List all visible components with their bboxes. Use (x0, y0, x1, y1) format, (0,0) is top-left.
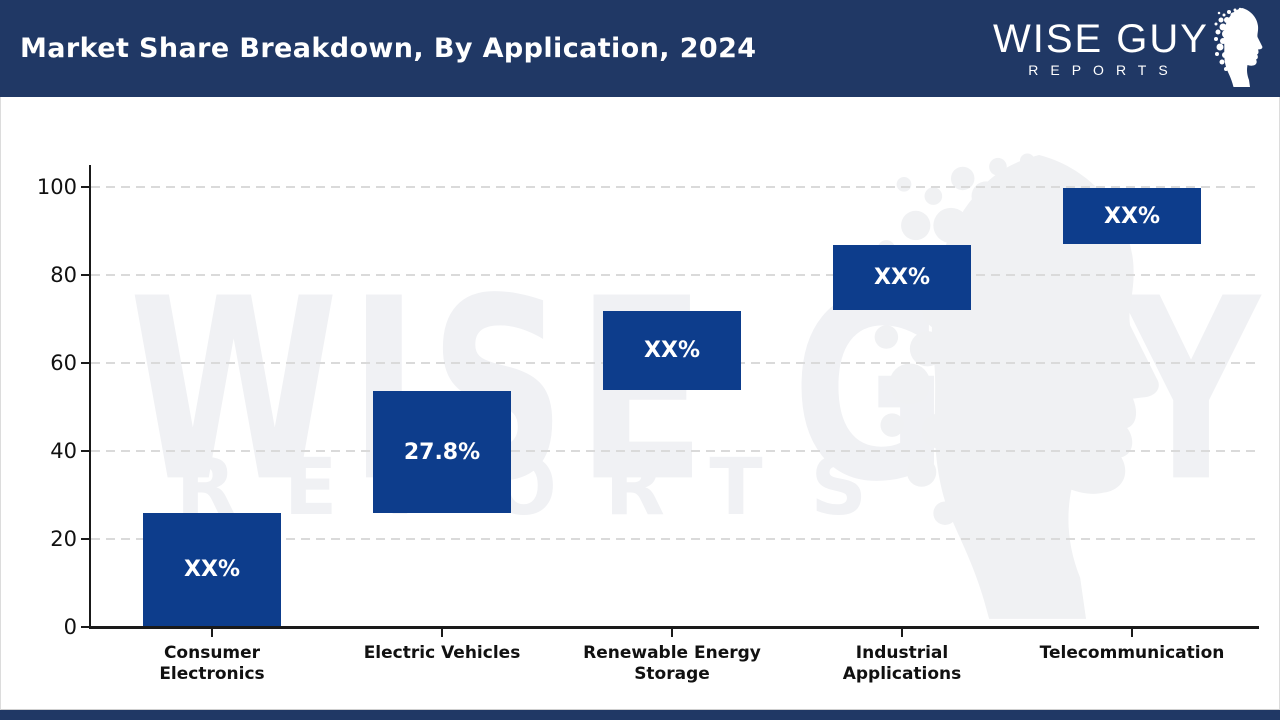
x-category-label: Consumer Electronics (159, 643, 265, 684)
bar-renewable-energy-storage: XX% (603, 311, 741, 390)
gridline-40 (91, 450, 1259, 452)
y-tick-mark (81, 625, 91, 629)
bar-value-label: XX% (644, 337, 700, 363)
x-tick-mark (670, 628, 674, 637)
bar-value-label: 27.8% (403, 439, 481, 465)
chart-area: WISE GUY REPORTS 0 20 40 60 80 100 XX% 27.8% XX%… (0, 97, 1280, 710)
y-tick-mark (81, 361, 91, 365)
x-tick-mark (440, 628, 444, 637)
x-category-label: Industrial Applications (842, 643, 962, 684)
brand-name: WISE GUY (992, 17, 1209, 61)
x-category-label: Renewable Energy Storage (583, 643, 761, 684)
header-bar: Market Share Breakdown, By Application, … (0, 0, 1280, 97)
y-tick-label: 100 (36, 175, 77, 199)
bar-value-label: XX% (1104, 203, 1160, 229)
page-title: Market Share Breakdown, By Application, … (20, 33, 757, 64)
brand-face-icon (1211, 7, 1266, 91)
y-tick-mark (81, 273, 91, 277)
y-axis-line (88, 165, 91, 629)
y-tick-label: 60 (50, 351, 77, 375)
gridline-100 (91, 186, 1259, 188)
x-tick-mark (900, 628, 904, 637)
x-tick-mark (210, 628, 214, 637)
x-category-label: Electric Vehicles (363, 643, 521, 663)
gridline-80 (91, 274, 1259, 276)
y-tick-label: 0 (63, 615, 77, 639)
brand-logo: WISE GUY REPORTS (993, 7, 1266, 91)
y-tick-mark (81, 537, 91, 541)
y-tick-label: 80 (50, 263, 77, 287)
brand-logo-text: WISE GUY REPORTS (993, 19, 1209, 78)
bar-industrial-applications: XX% (833, 244, 971, 311)
x-tick-mark (1130, 628, 1134, 637)
watermark-subtext: REPORTS (176, 443, 915, 533)
bar-electric-vehicles: 27.8% (373, 391, 511, 514)
y-tick-mark (81, 449, 91, 453)
gridline-20 (91, 538, 1259, 540)
footer-bar (0, 710, 1280, 720)
bar-consumer-electronics: XX% (143, 512, 281, 627)
bar-telecommunication: XX% (1063, 187, 1201, 245)
y-tick-label: 20 (50, 527, 77, 551)
y-tick-mark (81, 185, 91, 189)
y-tick-label: 40 (50, 439, 77, 463)
x-category-label: Telecommunication (1039, 643, 1225, 663)
brand-subname: REPORTS (1028, 62, 1180, 78)
bar-value-label: XX% (874, 264, 930, 290)
bar-value-label: XX% (184, 557, 240, 583)
x-axis-line (88, 626, 1259, 629)
